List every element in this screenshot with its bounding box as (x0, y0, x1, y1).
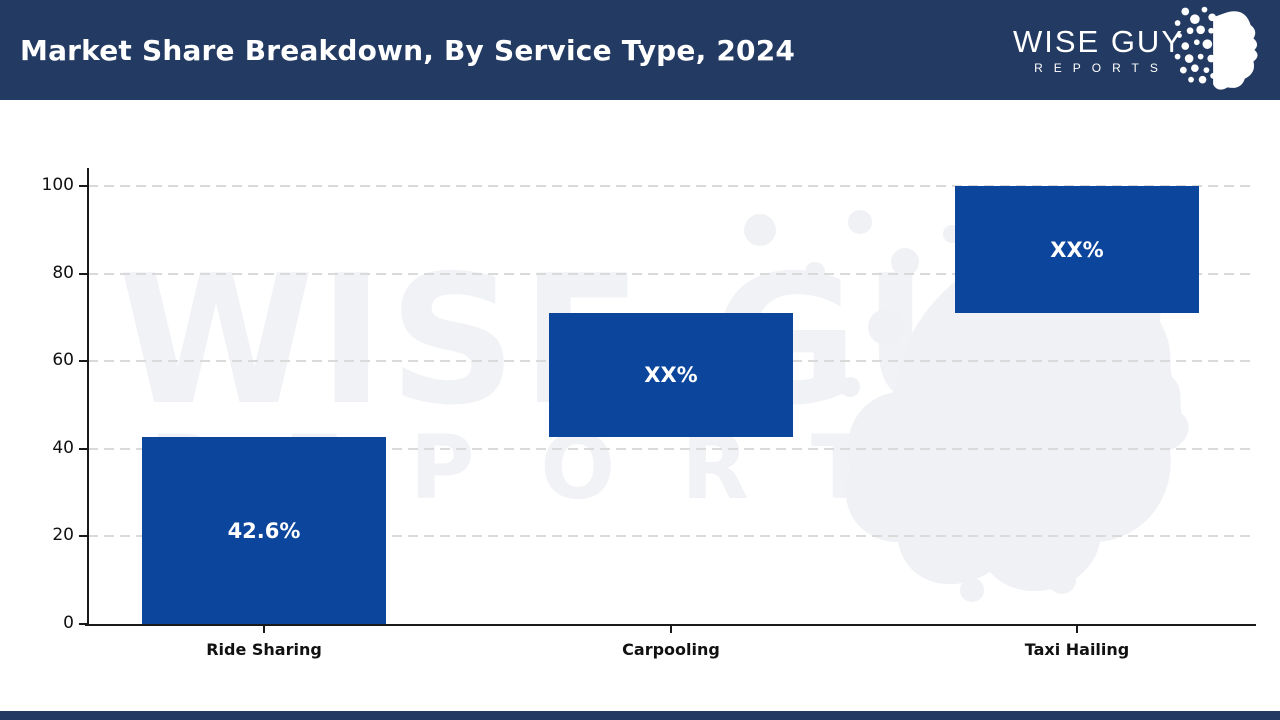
y-tick-label-60: 60 (52, 350, 74, 371)
x-category-label-2: Carpooling (622, 640, 720, 659)
logo-text: WISE GUY REPORTS (1013, 26, 1184, 74)
bar-ride-sharing: 42.6% (142, 437, 386, 624)
bar-value-label: XX% (644, 363, 698, 388)
y-tick-40 (79, 447, 87, 450)
y-tick-label-0: 0 (63, 613, 74, 633)
bar-value-label: 42.6% (227, 518, 301, 543)
y-tick-0 (79, 623, 87, 625)
y-tick-label-80: 80 (52, 262, 74, 283)
y-tick-label-40: 40 (52, 437, 74, 458)
x-tick-2 (670, 626, 672, 633)
bar-value-label: XX% (1050, 237, 1104, 262)
logo-wordmark: WISE GUY (1012, 24, 1184, 59)
footer-bar (0, 711, 1280, 720)
gridline-y40 (88, 447, 1256, 450)
bar-taxi-hailing: XX% (955, 186, 1199, 314)
wiseguy-logo: WISE GUY REPORTS (1013, 6, 1264, 93)
y-axis-line (87, 168, 89, 626)
logo-face-icon (1174, 6, 1258, 90)
x-axis-line (85, 624, 1256, 626)
watermark-face-icon (744, 210, 1189, 602)
logo-subtext: REPORTS (1034, 61, 1169, 75)
gridline-y80 (88, 272, 1256, 275)
x-tick-1 (263, 626, 265, 633)
x-tick-3 (1076, 626, 1078, 633)
x-category-label-1: Ride Sharing (206, 640, 322, 659)
gridline-y100 (88, 185, 1256, 187)
gridline-y20 (88, 535, 1256, 538)
y-tick-80 (79, 272, 87, 275)
x-category-label-3: Taxi Hailing (1024, 640, 1130, 659)
y-tick-label-100: 100 (41, 175, 74, 195)
y-tick-label-20: 20 (52, 525, 74, 546)
y-tick-60 (79, 360, 87, 363)
header-bar: Market Share Breakdown, By Service Type,… (0, 0, 1280, 100)
page-title: Market Share Breakdown, By Service Type,… (20, 33, 796, 67)
bar-carpooling: XX% (549, 313, 793, 438)
y-tick-20 (79, 535, 87, 538)
y-tick-100 (79, 185, 87, 187)
